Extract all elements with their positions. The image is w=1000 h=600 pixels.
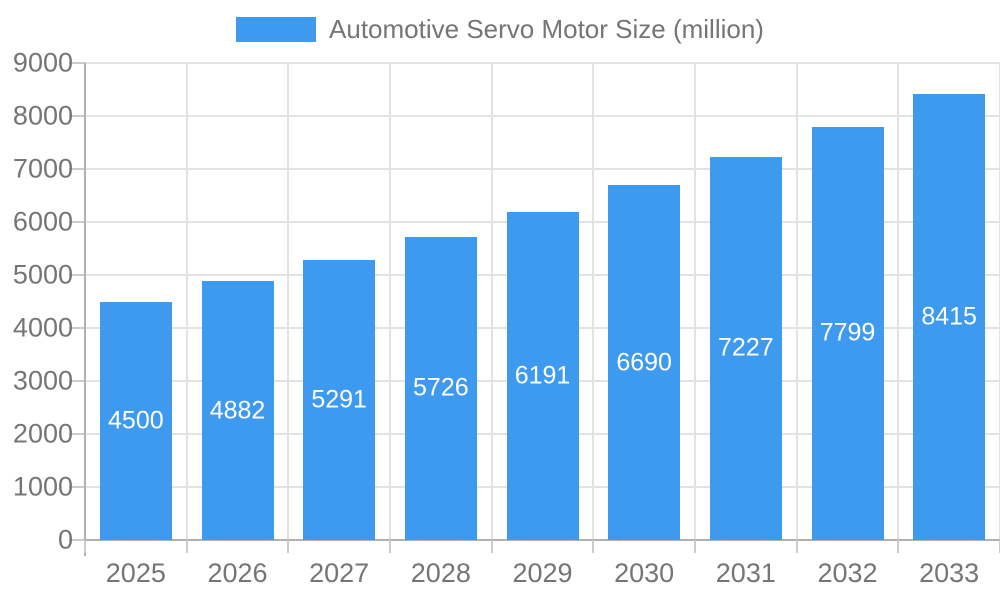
bar-value-label: 5291 bbox=[311, 385, 367, 414]
y-axis-tick-label: 4000 bbox=[12, 312, 73, 343]
x-axis-tick-label: 2029 bbox=[512, 558, 573, 588]
y-axis-tick-label: 6000 bbox=[12, 206, 73, 237]
y-axis-tick-label: 8000 bbox=[12, 100, 73, 131]
y-axis-tick bbox=[69, 539, 85, 541]
bar-value-label: 7227 bbox=[718, 333, 774, 362]
x-axis-tick-label: 2030 bbox=[614, 558, 675, 588]
y-axis-tick-label: 1000 bbox=[12, 471, 73, 502]
y-axis-tick bbox=[69, 274, 85, 276]
y-axis-tick bbox=[69, 327, 85, 329]
bar bbox=[303, 259, 376, 540]
bar bbox=[913, 94, 986, 540]
grid-line-horizontal bbox=[85, 62, 1000, 64]
x-axis-tick bbox=[795, 540, 798, 553]
y-axis-tick-label: 9000 bbox=[12, 47, 73, 78]
bar bbox=[709, 156, 782, 540]
chart-legend[interactable]: Automotive Servo Motor Size (million) bbox=[0, 14, 1000, 44]
plot-area: 0 1000 2000 3000 4000 5000 6000 7000 8000 9000 450… bbox=[13, 48, 1000, 588]
grid-line-vertical bbox=[490, 63, 493, 540]
bar bbox=[404, 236, 477, 540]
bar-value-label: 7799 bbox=[819, 318, 876, 347]
x-axis-tick bbox=[287, 540, 290, 553]
x-axis-tick bbox=[185, 540, 188, 553]
x-axis-tick-label: 2027 bbox=[309, 558, 370, 588]
x-axis-tick-label: 2025 bbox=[105, 558, 166, 588]
y-axis-tick-label: 0 bbox=[57, 524, 73, 555]
bar bbox=[811, 126, 884, 540]
y-axis-tick-label: 2000 bbox=[12, 418, 73, 449]
x-axis-tick-label: 2032 bbox=[817, 558, 878, 588]
y-axis-tick bbox=[69, 168, 85, 170]
grid-line-vertical bbox=[389, 63, 391, 540]
bar-value-label: 6690 bbox=[616, 348, 672, 377]
x-axis-tick bbox=[897, 540, 900, 553]
bar-value-label: 8415 bbox=[921, 302, 977, 331]
grid-line-vertical bbox=[592, 63, 595, 540]
x-axis-line bbox=[85, 539, 1000, 541]
grid-line-vertical bbox=[287, 63, 290, 540]
y-axis-tick-label: 5000 bbox=[12, 259, 73, 290]
y-axis-tick bbox=[69, 221, 85, 223]
x-axis-tick-label: 2026 bbox=[207, 558, 268, 588]
bar-value-label: 5726 bbox=[413, 373, 469, 402]
y-axis-line bbox=[84, 63, 86, 556]
bar-value-label: 4500 bbox=[108, 406, 164, 435]
y-axis-tick-label: 3000 bbox=[12, 365, 73, 396]
grid-line-vertical bbox=[897, 63, 900, 540]
x-axis-tick bbox=[592, 540, 595, 553]
x-axis-tick bbox=[490, 540, 493, 553]
y-axis-tick bbox=[69, 380, 85, 382]
x-axis-tick bbox=[694, 540, 696, 553]
grid-line-horizontal bbox=[85, 115, 1000, 117]
bar bbox=[608, 185, 681, 540]
bar-value-label: 4882 bbox=[209, 396, 266, 425]
y-axis-tick bbox=[69, 486, 85, 488]
y-axis-tick bbox=[69, 62, 85, 64]
bar bbox=[201, 281, 274, 540]
grid-line-vertical bbox=[694, 63, 696, 540]
x-axis-tick-label: 2033 bbox=[919, 558, 980, 588]
grid-line-vertical bbox=[795, 63, 798, 540]
legend-label: Automotive Servo Motor Size (million) bbox=[329, 14, 764, 44]
grid-line-vertical bbox=[185, 63, 188, 540]
x-axis-tick-label: 2031 bbox=[715, 558, 776, 588]
bar bbox=[506, 211, 579, 540]
bar bbox=[99, 301, 172, 540]
x-axis-tick-label: 2028 bbox=[410, 558, 471, 588]
x-axis-tick bbox=[84, 540, 86, 553]
grid-line-horizontal bbox=[85, 168, 1000, 170]
legend-swatch-icon bbox=[236, 16, 317, 42]
y-axis-tick bbox=[69, 115, 85, 117]
bar-value-label: 6191 bbox=[514, 361, 571, 390]
y-axis-tick-label: 7000 bbox=[12, 153, 73, 184]
x-axis-tick bbox=[389, 540, 391, 553]
y-axis-tick bbox=[69, 433, 85, 435]
